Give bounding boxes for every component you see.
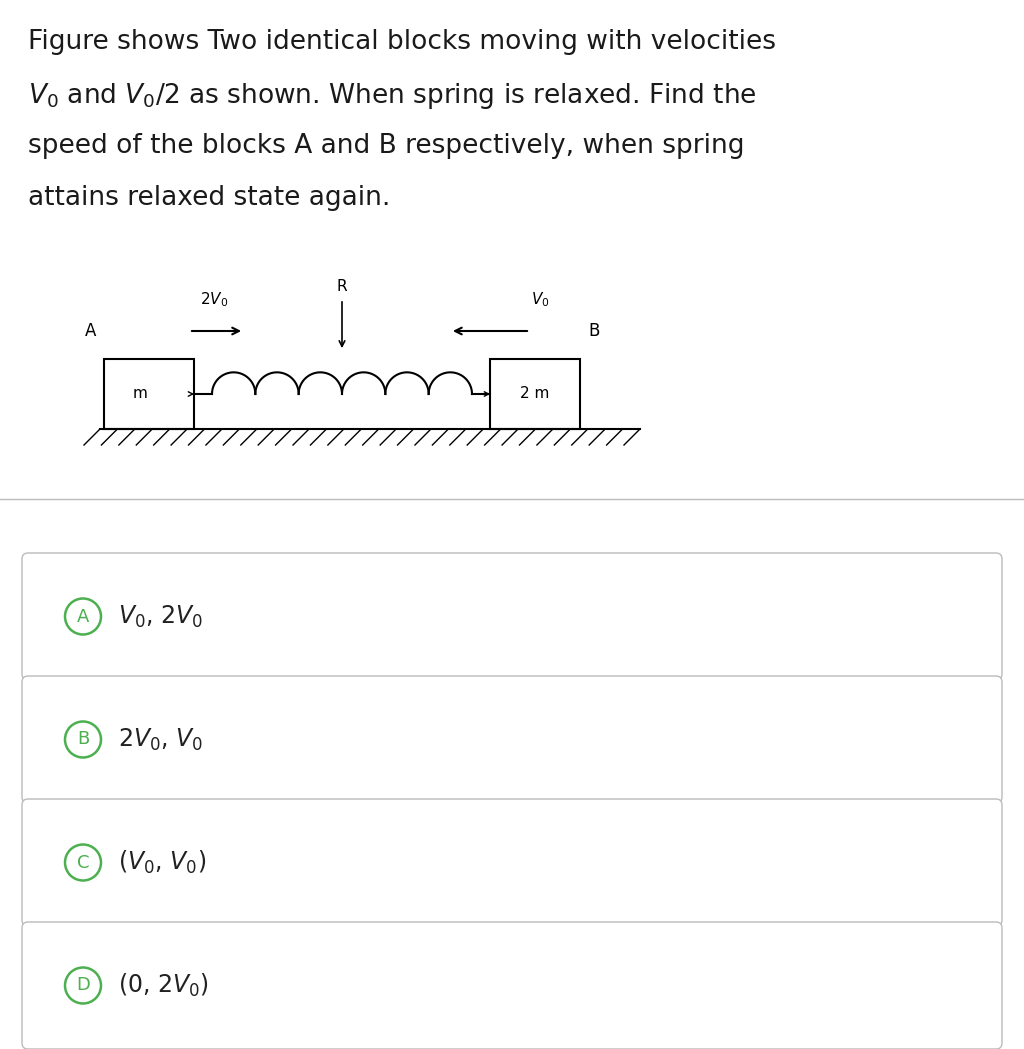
Text: attains relaxed state again.: attains relaxed state again. [28,185,390,211]
Text: ($V_0$, $V_0$): ($V_0$, $V_0$) [118,849,206,876]
Circle shape [65,599,101,635]
Text: 2 m: 2 m [520,386,550,402]
FancyBboxPatch shape [22,799,1002,926]
Text: m: m [132,386,147,402]
Text: (0, $2V_0$): (0, $2V_0$) [118,972,209,999]
Text: $2V_0$, $V_0$: $2V_0$, $V_0$ [118,726,203,752]
Text: $V_0$ and $V_0$/2 as shown. When spring is relaxed. Find the: $V_0$ and $V_0$/2 as shown. When spring … [28,81,757,111]
Text: speed of the blocks A and B respectively, when spring: speed of the blocks A and B respectively… [28,133,744,159]
FancyBboxPatch shape [22,922,1002,1049]
Circle shape [65,844,101,880]
FancyBboxPatch shape [22,553,1002,680]
Circle shape [65,722,101,757]
Text: B: B [588,322,599,340]
Circle shape [65,967,101,1004]
Text: A: A [77,607,89,625]
Text: B: B [77,730,89,749]
Text: $V_0$: $V_0$ [530,291,549,309]
FancyBboxPatch shape [22,676,1002,802]
Text: $2V_0$: $2V_0$ [200,291,228,309]
Text: D: D [76,977,90,994]
Bar [490,359,580,429]
Text: Figure shows Two identical blocks moving with velocities: Figure shows Two identical blocks moving… [28,29,776,55]
Text: C: C [77,854,89,872]
Text: R: R [337,279,347,294]
Bar [104,359,194,429]
Text: $V_0$, $2V_0$: $V_0$, $2V_0$ [118,603,203,629]
Text: A: A [85,322,96,340]
